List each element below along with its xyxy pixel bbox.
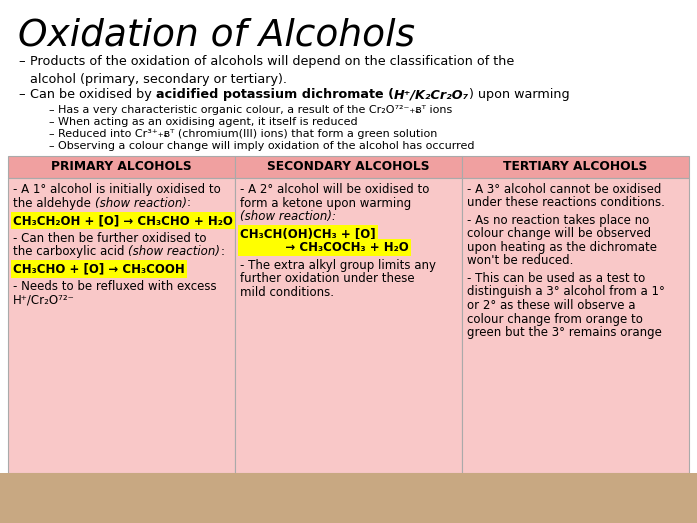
Text: - A 1° alcohol is initially oxidised to: - A 1° alcohol is initially oxidised to — [13, 183, 221, 196]
Text: Observing a colour change will imply oxidation of the alcohol has occurred: Observing a colour change will imply oxi… — [58, 141, 475, 151]
Bar — [8, 178, 235, 473]
Text: –: – — [48, 117, 54, 127]
Text: Has a very characteristic organic colour, a result of the Cr₂O⁷²⁻₊ᴃᵀ ions: Has a very characteristic organic colour… — [58, 105, 452, 115]
Text: the aldehyde: the aldehyde — [13, 197, 95, 210]
Text: the carboxylic acid: the carboxylic acid — [13, 245, 128, 258]
Text: Reduced into Cr³⁺₊ᴃᵀ (chromium(III) ions) that form a green solution: Reduced into Cr³⁺₊ᴃᵀ (chromium(III) ions… — [58, 129, 438, 139]
Text: CH₃CHO + [O] → CH₃COOH: CH₃CHO + [O] → CH₃COOH — [13, 263, 185, 276]
Text: under these reactions conditions.: under these reactions conditions. — [467, 197, 665, 210]
Text: colour change from orange to: colour change from orange to — [467, 313, 643, 325]
Text: :: : — [220, 245, 224, 258]
Text: - A 2° alcohol will be oxidised to: - A 2° alcohol will be oxidised to — [240, 183, 429, 196]
Text: distinguish a 3° alcohol from a 1°: distinguish a 3° alcohol from a 1° — [467, 286, 665, 299]
Text: CH₃CH(OH)CH₃ + [O]: CH₃CH(OH)CH₃ + [O] — [240, 228, 376, 241]
Text: won't be reduced.: won't be reduced. — [467, 255, 574, 267]
Text: When acting as an oxidising agent, it itself is reduced: When acting as an oxidising agent, it it… — [58, 117, 358, 127]
Text: CH₃CH₂OH + [O] → CH₃CHO + H₂O: CH₃CH₂OH + [O] → CH₃CHO + H₂O — [13, 214, 233, 227]
Text: - As no reaction takes place no: - As no reaction takes place no — [467, 214, 649, 227]
Text: - Needs to be refluxed with excess: - Needs to be refluxed with excess — [13, 280, 217, 293]
Text: PRIMARY ALCOHOLS: PRIMARY ALCOHOLS — [51, 161, 192, 174]
Text: TERTIARY ALCOHOLS: TERTIARY ALCOHOLS — [503, 161, 648, 174]
Text: → CH₃COCH₃ + H₂O: → CH₃COCH₃ + H₂O — [240, 241, 408, 254]
Text: Oxidation of Alcohols: Oxidation of Alcohols — [18, 18, 415, 54]
Text: (show reaction): (show reaction) — [95, 197, 187, 210]
Text: Products of the oxidation of alcohols will depend on the classification of the
a: Products of the oxidation of alcohols wi… — [30, 55, 514, 86]
Text: - The extra alkyl group limits any: - The extra alkyl group limits any — [240, 258, 436, 271]
Bar — [235, 178, 462, 473]
Text: :: : — [187, 197, 190, 210]
Text: or 2° as these will observe a: or 2° as these will observe a — [467, 299, 636, 312]
Text: (show reaction): (show reaction) — [128, 245, 220, 258]
Text: - A 3° alcohol cannot be oxidised: - A 3° alcohol cannot be oxidised — [467, 183, 661, 196]
Text: –: – — [48, 129, 54, 139]
Text: mild conditions.: mild conditions. — [240, 286, 334, 299]
Text: - This can be used as a test to: - This can be used as a test to — [467, 272, 645, 285]
Text: form a ketone upon warming: form a ketone upon warming — [240, 197, 411, 210]
Text: H⁺/K₂Cr₂O₇: H⁺/K₂Cr₂O₇ — [394, 88, 469, 101]
Text: further oxidation under these: further oxidation under these — [240, 272, 415, 285]
Text: –: – — [18, 55, 24, 68]
Text: colour change will be observed: colour change will be observed — [467, 228, 651, 241]
Bar — [8, 156, 235, 178]
Text: green but the 3° remains orange: green but the 3° remains orange — [467, 326, 662, 339]
Text: –: – — [48, 105, 54, 115]
Text: Can be oxidised by: Can be oxidised by — [30, 88, 155, 101]
Text: –: – — [48, 141, 54, 151]
Text: –: – — [18, 88, 24, 101]
Text: ) upon warming: ) upon warming — [469, 88, 569, 101]
Bar — [462, 178, 689, 473]
Text: (show reaction):: (show reaction): — [240, 210, 336, 223]
Text: H⁺/Cr₂O⁷²⁻: H⁺/Cr₂O⁷²⁻ — [13, 293, 75, 306]
Text: SECONDARY ALCOHOLS: SECONDARY ALCOHOLS — [267, 161, 430, 174]
Text: upon heating as the dichromate: upon heating as the dichromate — [467, 241, 657, 254]
Text: acidified potassium dichromate (: acidified potassium dichromate ( — [155, 88, 394, 101]
Bar — [0, 473, 697, 523]
Bar — [462, 156, 689, 178]
Bar — [235, 156, 462, 178]
Text: - Can then be further oxidised to: - Can then be further oxidised to — [13, 232, 206, 244]
